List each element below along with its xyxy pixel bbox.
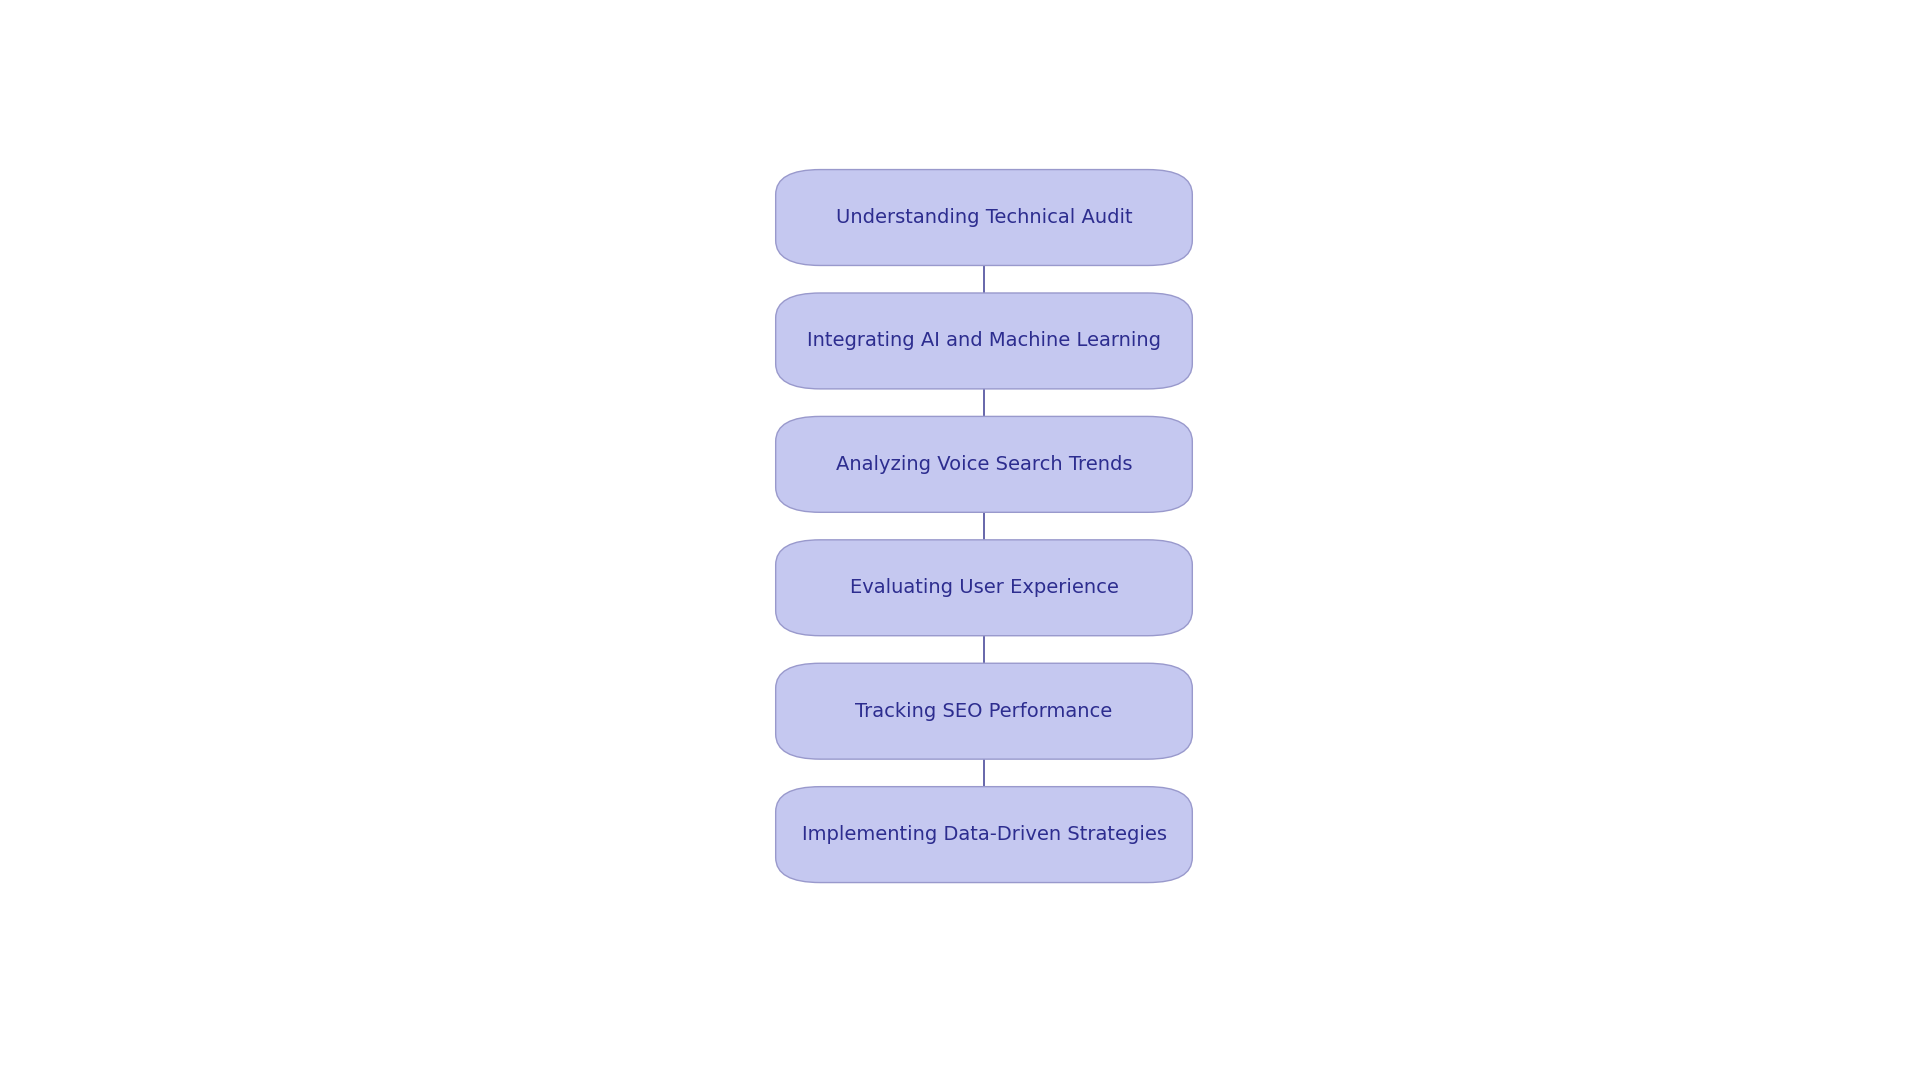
FancyBboxPatch shape	[776, 416, 1192, 512]
FancyBboxPatch shape	[776, 293, 1192, 389]
Text: Evaluating User Experience: Evaluating User Experience	[849, 578, 1119, 598]
FancyBboxPatch shape	[776, 786, 1192, 883]
Text: Integrating AI and Machine Learning: Integrating AI and Machine Learning	[806, 331, 1162, 351]
FancyBboxPatch shape	[776, 663, 1192, 759]
Text: Implementing Data-Driven Strategies: Implementing Data-Driven Strategies	[801, 825, 1167, 844]
Text: Tracking SEO Performance: Tracking SEO Performance	[856, 702, 1112, 720]
FancyBboxPatch shape	[776, 539, 1192, 636]
FancyBboxPatch shape	[776, 170, 1192, 265]
Text: Analyzing Voice Search Trends: Analyzing Voice Search Trends	[835, 455, 1133, 474]
Text: Understanding Technical Audit: Understanding Technical Audit	[835, 208, 1133, 227]
